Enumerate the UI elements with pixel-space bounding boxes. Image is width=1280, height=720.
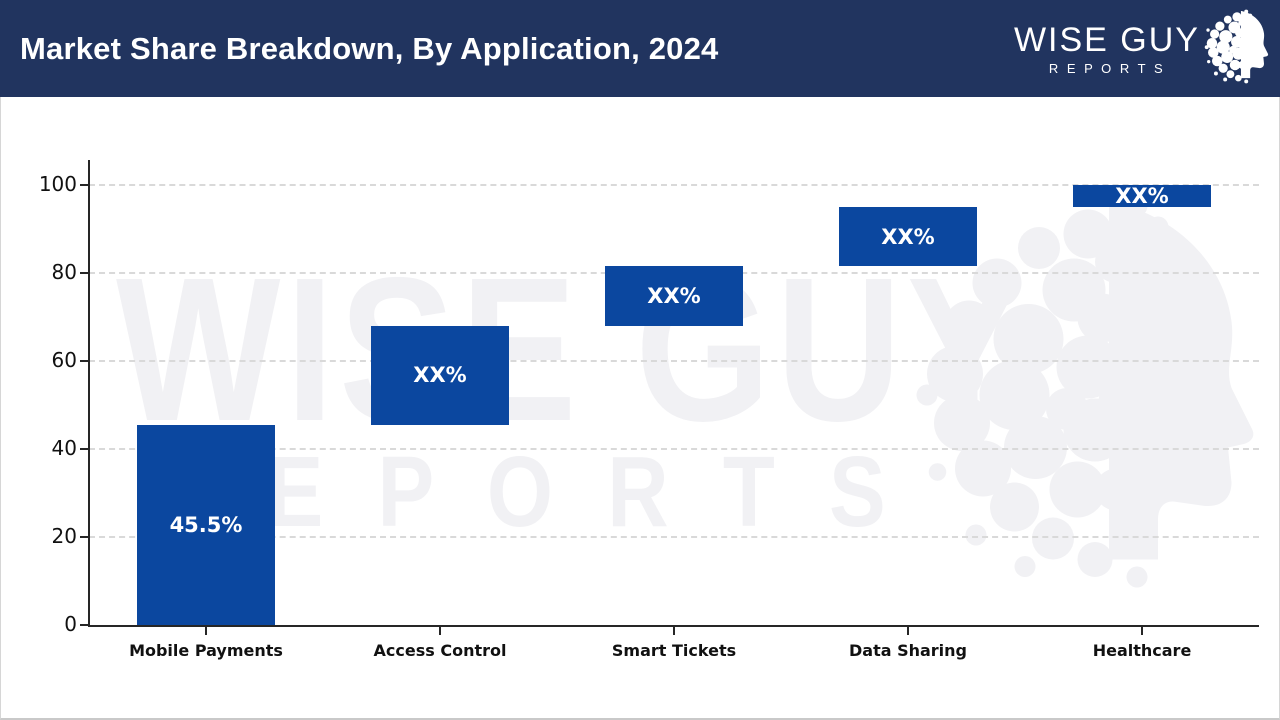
y-tick-mark (80, 448, 89, 450)
bar: XX% (1073, 184, 1211, 208)
chart-area: WISE GUY R E P O R T S 0 20 40 60 80 100 Mobil… (0, 97, 1280, 720)
x-tick-label: Smart Tickets (611, 641, 737, 660)
gridline (89, 360, 1259, 362)
x-tick-label: Access Control (373, 641, 507, 660)
bar-value-label: 45.5% (169, 512, 243, 537)
page-title: Market Share Breakdown, By Application, … (20, 30, 719, 66)
logo: WISE GUY R E P O R T S (1014, 9, 1270, 88)
gridline (89, 536, 1259, 538)
y-tick-mark (80, 536, 89, 538)
bar: XX% (371, 325, 509, 425)
x-axis-line (88, 625, 1259, 627)
y-tick-label: 40 (51, 436, 77, 460)
gridline (89, 184, 1259, 186)
x-tick-mark (907, 627, 909, 635)
x-tick-label: Healthcare (1092, 641, 1192, 660)
bar-value-label: XX% (413, 363, 467, 388)
y-tick-label: 80 (51, 260, 77, 284)
bar: 45.5% (137, 424, 275, 625)
x-tick-mark (439, 627, 441, 635)
plot-area: 0 20 40 60 80 100 Mobile Payments 45.5% Access C… (1, 97, 1279, 718)
gridline (89, 448, 1259, 450)
bar-value-label: XX% (647, 284, 701, 309)
logo-head-icon (1204, 9, 1269, 84)
bar-value-label: XX% (881, 224, 935, 249)
y-tick-mark (80, 184, 89, 186)
y-tick-label: 20 (51, 524, 77, 548)
y-tick-mark (80, 360, 89, 362)
y-tick-mark (80, 624, 89, 626)
y-axis-line (88, 160, 90, 627)
x-tick-mark (673, 627, 675, 635)
x-tick-mark (1141, 627, 1143, 635)
logo-text: WISE GUY R E P O R T S (1014, 23, 1200, 75)
header-bar: Market Share Breakdown, By Application, … (0, 0, 1280, 97)
y-tick-label: 0 (64, 612, 77, 636)
x-tick-label: Mobile Payments (129, 641, 283, 660)
logo-line2: R E P O R T S (1048, 60, 1166, 76)
y-tick-mark (80, 272, 89, 274)
bar: XX% (839, 207, 977, 267)
y-tick-label: 100 (38, 172, 77, 196)
bar-value-label: XX% (1115, 184, 1169, 208)
logo-line1: WISE GUY (1013, 20, 1200, 59)
watermark-line1: WISE GUY (116, 235, 1029, 464)
x-tick-mark (205, 627, 207, 635)
x-tick-label: Data Sharing (848, 641, 968, 660)
bar: XX% (605, 266, 743, 326)
y-tick-label: 60 (51, 348, 77, 372)
